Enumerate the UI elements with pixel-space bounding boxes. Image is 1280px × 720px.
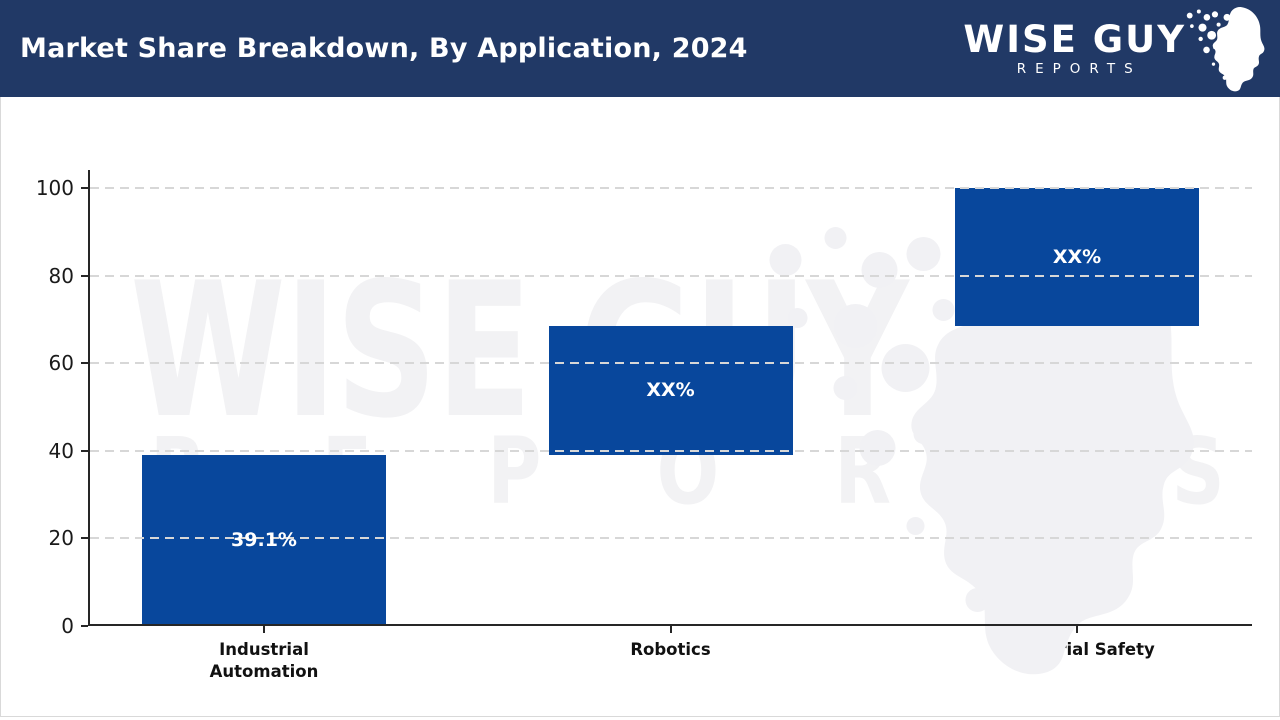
y-tick (81, 449, 88, 452)
y-tick (81, 274, 88, 277)
gridline (90, 274, 1252, 277)
head-profile-icon (1186, 6, 1265, 91)
y-tick-label: 0 (61, 614, 74, 638)
x-axis-label: Robotics (630, 640, 711, 659)
y-tick-label: 20 (48, 526, 74, 551)
x-axis-label: Industrial Automation (209, 640, 319, 682)
y-tick-label: 40 (48, 438, 74, 463)
y-tick (81, 187, 88, 189)
gridline (90, 449, 1252, 452)
bar (548, 325, 793, 455)
wise-guy-reports-logo: WISE GUY REPORTS (963, 6, 1266, 92)
x-tick (669, 626, 672, 633)
header-bar: Market Share Breakdown, By Application, … (0, 0, 1280, 97)
x-axis-line (88, 624, 1252, 626)
y-axis-line (88, 170, 90, 626)
x-tick (263, 626, 265, 633)
y-tick (81, 625, 88, 627)
y-tick (81, 537, 88, 540)
bar-value-label: XX% (646, 379, 695, 402)
bar-value-label: XX% (1052, 245, 1102, 268)
bottom-border (0, 716, 1280, 717)
logo-wordmark: WISE GUY (963, 17, 1186, 61)
bar (955, 188, 1199, 326)
bar-value-label: 39.1% (231, 529, 297, 552)
plot-area: 39.1% XX% XX% (88, 170, 1252, 626)
left-border (0, 97, 1, 717)
gridline (90, 362, 1252, 365)
y-tick-label: 60 (48, 351, 74, 376)
logo-subtext: REPORTS (1016, 60, 1142, 77)
gridline (90, 187, 1252, 189)
watermark-head-profile (769, 213, 1194, 675)
y-tick (81, 362, 88, 365)
bar (142, 454, 386, 626)
x-tick (1076, 626, 1078, 633)
chart-title: Market Share Breakdown, By Application, … (20, 33, 748, 64)
gridline (90, 537, 1252, 540)
y-tick-label: 100 (35, 176, 74, 200)
logo-text: WISE GUY REPORTS (963, 21, 1186, 77)
y-tick-label: 80 (48, 263, 74, 288)
